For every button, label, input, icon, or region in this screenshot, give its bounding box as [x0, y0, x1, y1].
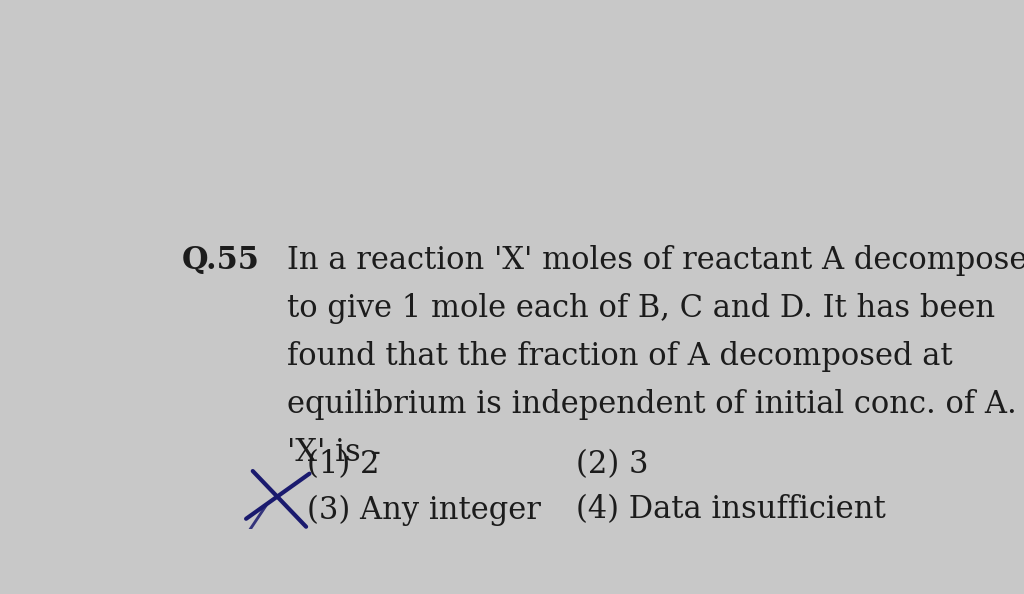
- Text: to give 1 mole each of B, C and D. It has been: to give 1 mole each of B, C and D. It ha…: [287, 293, 995, 324]
- Text: 'X' is -: 'X' is -: [287, 437, 381, 468]
- Text: found that the fraction of A decomposed at: found that the fraction of A decomposed …: [287, 341, 952, 372]
- Text: (2) 3: (2) 3: [577, 448, 649, 479]
- Text: In a reaction 'X' moles of reactant A decompose: In a reaction 'X' moles of reactant A de…: [287, 245, 1024, 276]
- Text: (4) Data insufficient: (4) Data insufficient: [577, 494, 886, 525]
- Text: equilibrium is independent of initial conc. of A.: equilibrium is independent of initial co…: [287, 389, 1017, 420]
- Text: Q.55: Q.55: [182, 245, 260, 276]
- Text: (1) 2: (1) 2: [306, 448, 379, 479]
- Text: (3) Any integer: (3) Any integer: [306, 494, 541, 526]
